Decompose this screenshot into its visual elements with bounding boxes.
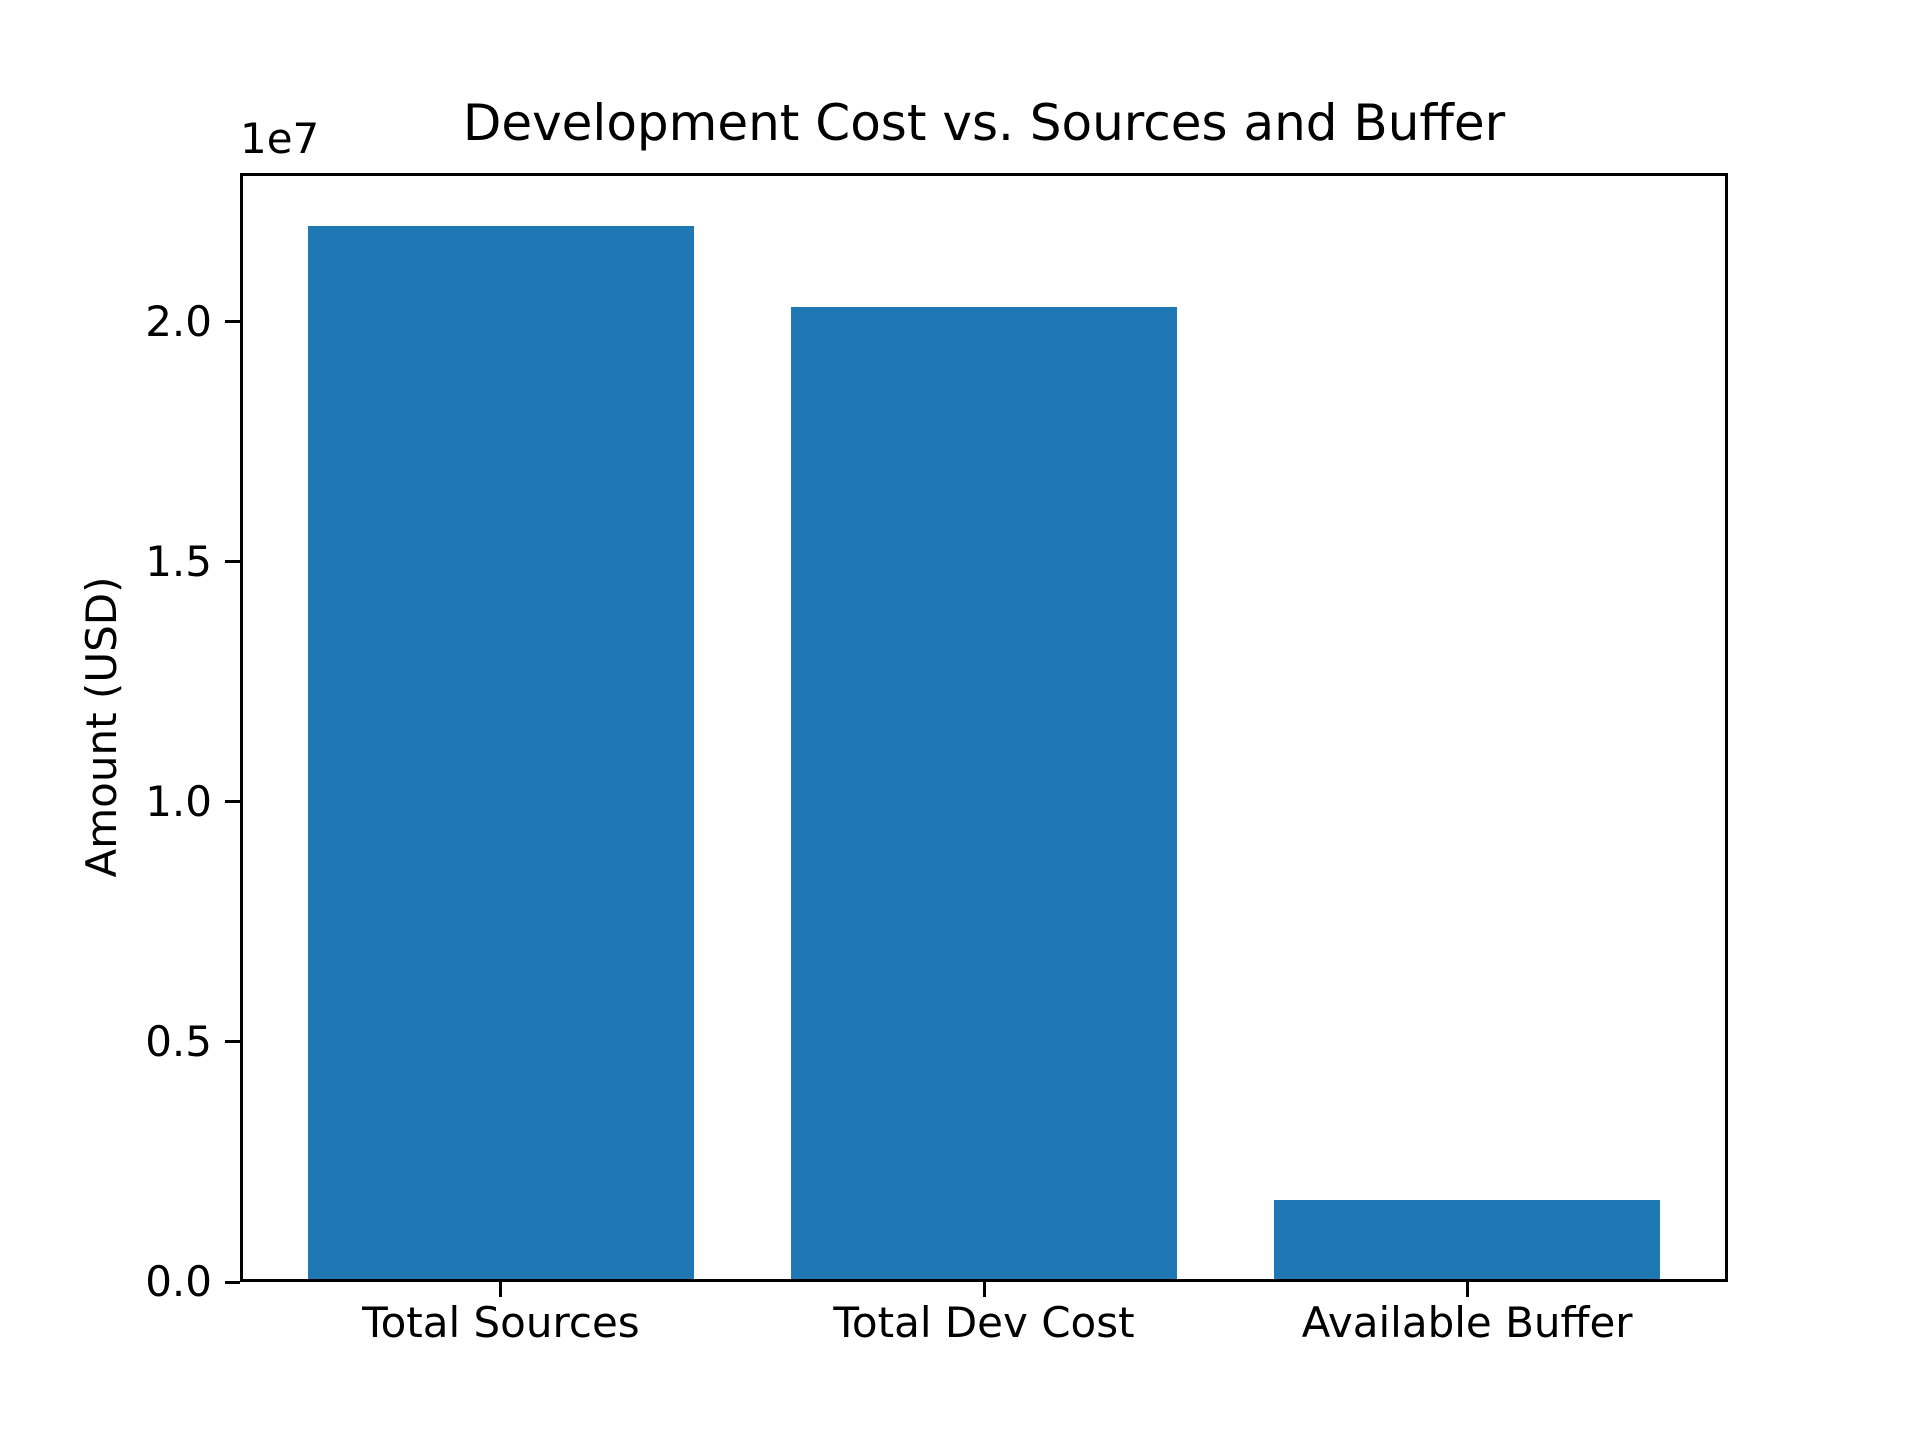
y-tick-label: 2.0 xyxy=(145,296,212,346)
y-tick-label: 0.0 xyxy=(145,1257,212,1306)
x-tick-mark xyxy=(982,1282,986,1297)
y-axis-label: Amount (USD) xyxy=(77,576,126,878)
y-tick-mark xyxy=(225,1040,240,1044)
y-tick-label: 0.5 xyxy=(145,1016,212,1066)
y-tick-mark xyxy=(225,800,240,804)
bar-available-buffer xyxy=(1273,1200,1661,1282)
x-tick-label: Total Sources xyxy=(362,1298,640,1347)
y-axis-offset-label: 1e7 xyxy=(240,114,320,163)
x-tick-mark xyxy=(499,1282,503,1297)
y-tick-mark xyxy=(225,560,240,564)
bar-total-sources xyxy=(307,225,695,1282)
plot-area xyxy=(240,173,1728,1282)
chart-title: Development Cost vs. Sources and Buffer xyxy=(462,94,1506,152)
x-tick-mark xyxy=(1465,1282,1469,1297)
y-tick-label: 1.5 xyxy=(145,536,212,586)
x-tick-label: Available Buffer xyxy=(1301,1298,1633,1347)
y-tick-label: 1.0 xyxy=(145,776,212,826)
bar-total-dev-cost xyxy=(790,307,1178,1282)
y-tick-mark xyxy=(225,1280,240,1284)
y-tick-mark xyxy=(225,320,240,324)
x-tick-label: Total Dev Cost xyxy=(833,1298,1135,1347)
